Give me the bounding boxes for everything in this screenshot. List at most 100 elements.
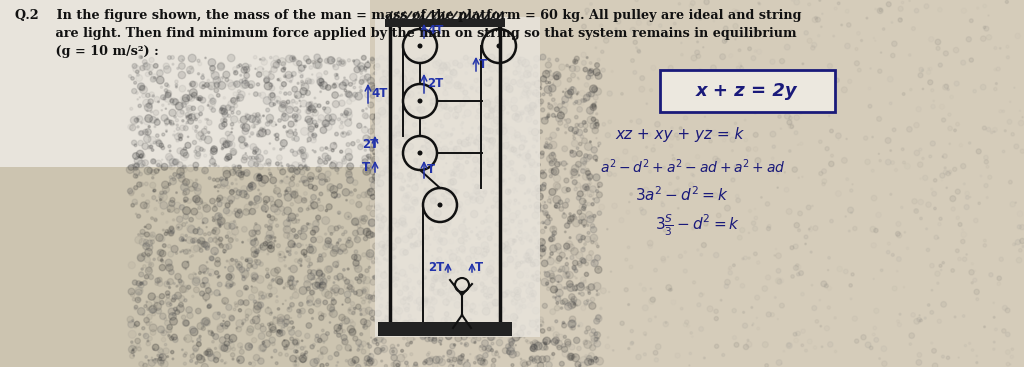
Circle shape — [395, 237, 401, 244]
Circle shape — [550, 252, 553, 255]
Circle shape — [283, 304, 284, 305]
Circle shape — [381, 360, 383, 362]
Circle shape — [402, 236, 410, 243]
Circle shape — [403, 321, 408, 325]
Circle shape — [666, 322, 667, 324]
Circle shape — [287, 130, 294, 138]
Circle shape — [534, 231, 539, 236]
Circle shape — [347, 326, 354, 333]
Circle shape — [873, 338, 879, 342]
Circle shape — [362, 297, 367, 301]
Circle shape — [488, 84, 490, 86]
Circle shape — [395, 237, 401, 243]
Circle shape — [240, 74, 242, 76]
Circle shape — [282, 319, 289, 326]
Circle shape — [269, 71, 271, 73]
Circle shape — [645, 146, 647, 148]
Circle shape — [486, 65, 490, 69]
Circle shape — [453, 357, 457, 362]
Circle shape — [217, 195, 223, 201]
Circle shape — [525, 159, 528, 161]
Circle shape — [165, 92, 171, 98]
Circle shape — [445, 333, 452, 340]
Circle shape — [375, 261, 377, 263]
Circle shape — [166, 131, 167, 132]
Circle shape — [303, 192, 307, 195]
Circle shape — [488, 65, 496, 72]
Circle shape — [365, 216, 367, 218]
Circle shape — [308, 132, 313, 137]
Circle shape — [740, 284, 744, 288]
Circle shape — [983, 26, 986, 29]
Circle shape — [524, 193, 526, 195]
Circle shape — [422, 225, 428, 230]
Circle shape — [284, 346, 288, 350]
Circle shape — [214, 205, 216, 207]
Circle shape — [440, 120, 441, 121]
Circle shape — [285, 229, 286, 230]
Circle shape — [290, 355, 296, 362]
Circle shape — [585, 8, 590, 12]
Circle shape — [201, 283, 205, 287]
Circle shape — [931, 290, 933, 291]
Circle shape — [554, 205, 557, 208]
Circle shape — [186, 199, 191, 203]
Circle shape — [567, 353, 574, 360]
Circle shape — [386, 240, 392, 246]
Circle shape — [148, 72, 153, 75]
Circle shape — [238, 135, 246, 143]
Circle shape — [718, 199, 720, 200]
Circle shape — [590, 186, 596, 193]
Circle shape — [215, 271, 219, 275]
Circle shape — [348, 307, 355, 315]
Circle shape — [827, 342, 833, 347]
Circle shape — [431, 59, 435, 63]
Circle shape — [166, 327, 172, 333]
Circle shape — [382, 255, 383, 257]
Circle shape — [295, 252, 297, 254]
Circle shape — [476, 355, 482, 361]
Circle shape — [787, 343, 791, 347]
Circle shape — [339, 95, 340, 97]
Circle shape — [214, 236, 216, 239]
Circle shape — [515, 320, 517, 322]
Circle shape — [849, 230, 850, 232]
Circle shape — [139, 282, 142, 285]
Circle shape — [315, 166, 322, 172]
Circle shape — [233, 81, 238, 86]
Circle shape — [270, 98, 272, 101]
Circle shape — [798, 211, 803, 216]
Circle shape — [373, 149, 378, 155]
Circle shape — [416, 222, 421, 227]
Circle shape — [209, 94, 214, 99]
Circle shape — [458, 83, 464, 89]
Circle shape — [588, 70, 594, 76]
Circle shape — [274, 96, 281, 103]
Circle shape — [732, 309, 736, 313]
Circle shape — [538, 239, 546, 246]
Circle shape — [502, 263, 505, 266]
Circle shape — [563, 212, 565, 214]
Circle shape — [208, 82, 215, 90]
Circle shape — [163, 186, 170, 193]
Text: T: T — [479, 58, 487, 70]
Circle shape — [151, 330, 156, 335]
Circle shape — [478, 103, 481, 105]
Circle shape — [580, 258, 585, 263]
Circle shape — [517, 317, 518, 318]
Circle shape — [357, 63, 365, 70]
Circle shape — [288, 220, 289, 221]
Circle shape — [450, 189, 457, 196]
Circle shape — [169, 109, 176, 116]
Circle shape — [311, 118, 313, 119]
Circle shape — [450, 330, 453, 333]
Circle shape — [254, 92, 258, 97]
Circle shape — [334, 288, 339, 293]
Circle shape — [198, 73, 200, 75]
Circle shape — [368, 345, 372, 348]
Circle shape — [367, 252, 374, 260]
Circle shape — [302, 73, 303, 75]
Circle shape — [577, 93, 578, 95]
Circle shape — [586, 57, 588, 58]
Circle shape — [431, 189, 436, 194]
